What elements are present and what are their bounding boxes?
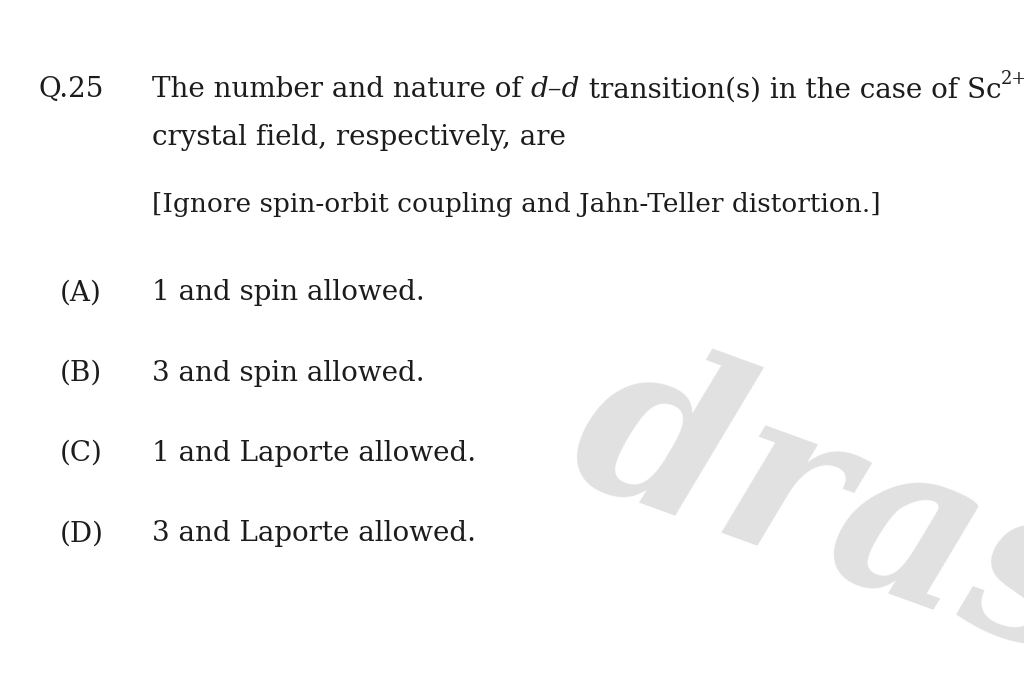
Text: 1 and Laporte allowed.: 1 and Laporte allowed.: [152, 440, 476, 467]
Text: [Ignore spin-orbit coupling and Jahn-Teller distortion.]: [Ignore spin-orbit coupling and Jahn-Tel…: [152, 192, 881, 217]
Text: (D): (D): [59, 520, 103, 548]
Text: 1 and spin allowed.: 1 and spin allowed.: [152, 279, 424, 306]
Text: dras: dras: [548, 317, 1024, 681]
Text: Q.25: Q.25: [39, 76, 104, 104]
Text: d–d: d–d: [530, 76, 580, 104]
Text: The number and nature of: The number and nature of: [152, 76, 530, 104]
Text: 2+: 2+: [1001, 70, 1024, 89]
Text: 3 and spin allowed.: 3 and spin allowed.: [152, 360, 424, 387]
Text: (A): (A): [59, 279, 101, 306]
Text: 3 and Laporte allowed.: 3 and Laporte allowed.: [152, 520, 475, 548]
Text: crystal field, respectively, are: crystal field, respectively, are: [152, 124, 565, 151]
Text: (B): (B): [59, 360, 101, 387]
Text: (C): (C): [59, 440, 102, 467]
Text: transition(s) in the case of Sc: transition(s) in the case of Sc: [580, 76, 1001, 104]
